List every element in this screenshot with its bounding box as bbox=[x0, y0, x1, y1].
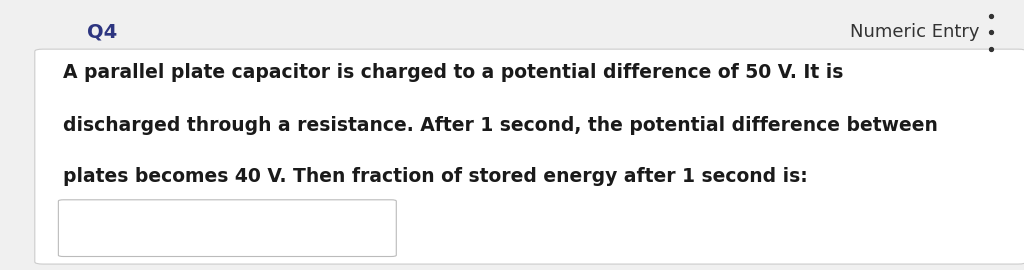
Text: Numeric Entry: Numeric Entry bbox=[850, 23, 979, 41]
Text: discharged through a resistance. After 1 second, the potential difference betwee: discharged through a resistance. After 1… bbox=[63, 116, 938, 135]
Text: A parallel plate capacitor is charged to a potential difference of 50 V. It is: A parallel plate capacitor is charged to… bbox=[63, 63, 844, 82]
FancyBboxPatch shape bbox=[35, 49, 1024, 264]
FancyBboxPatch shape bbox=[58, 200, 396, 256]
Text: Q4: Q4 bbox=[87, 23, 118, 42]
Text: plates becomes 40 V. Then fraction of stored energy after 1 second is:: plates becomes 40 V. Then fraction of st… bbox=[63, 167, 808, 186]
